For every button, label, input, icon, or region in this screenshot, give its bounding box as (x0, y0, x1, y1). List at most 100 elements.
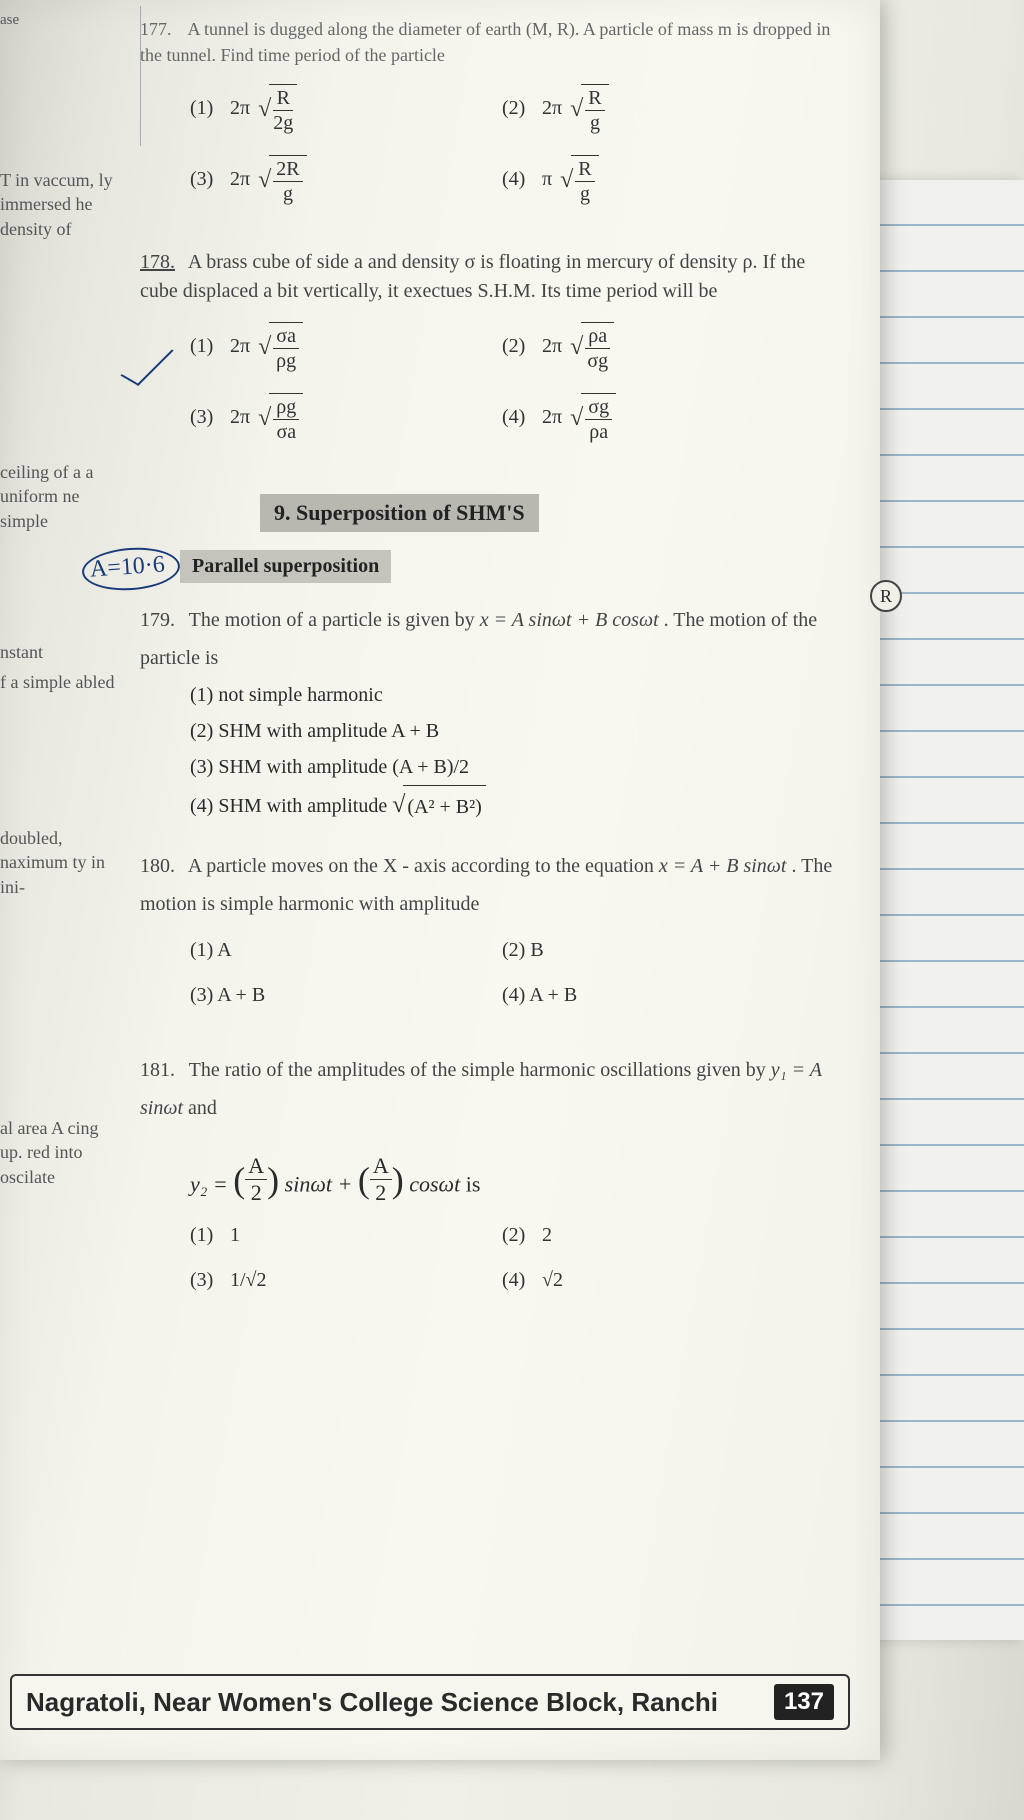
question-text: A particle moves on the X - axis accordi… (188, 855, 659, 877)
question-text: A brass cube of side a and density σ is … (140, 251, 805, 302)
option-1: (1) 2π √R2g (190, 84, 502, 133)
fraction-num: ρa (585, 326, 610, 349)
question-180: 180. A particle moves on the X - axis ac… (140, 847, 840, 1029)
fraction-num: R (273, 88, 293, 111)
question-178: 178. A brass cube of side a and density … (140, 248, 840, 464)
option-4: (4) A + B (502, 984, 814, 1007)
fraction-den: g (273, 182, 302, 204)
equation-mid: sinωt + (285, 1172, 358, 1197)
question-text: is (466, 1172, 481, 1197)
option-value: 1/√2 (230, 1269, 267, 1292)
options-row: (1) 2π √σaρg (2) 2π √ρaσg (3) 2π √ρgσa (… (190, 322, 840, 464)
option-number: (4) (502, 1269, 534, 1292)
subsection-heading: Parallel superposition (180, 550, 391, 583)
option-3: (3) 1/√2 (190, 1269, 502, 1292)
option-prefix: 2π (542, 406, 562, 429)
fraction-num: σg (585, 397, 612, 420)
fraction-num: A (370, 1155, 392, 1180)
question-text: A tunnel is dugged along the diameter of… (140, 19, 830, 65)
fraction-den: g (585, 111, 604, 133)
option-2: (2) 2π √Rg (502, 84, 814, 133)
main-content: 177. A tunnel is dugged along the diamet… (140, 16, 840, 1314)
equation-lhs: y₂ = (190, 1172, 233, 1197)
section-heading: 9. Superposition of SHM'S (260, 494, 539, 532)
option-2: (2) SHM with amplitude A + B (190, 713, 840, 749)
question-number: 181. (140, 1051, 184, 1089)
question-text: and (188, 1097, 217, 1119)
prev-page-fragment: al area A cing up. red into oscilate (0, 1116, 120, 1189)
option-number: (2) (502, 97, 534, 120)
option-4: (4) SHM with amplitude √(A² + B²) (190, 785, 840, 825)
prev-page-fragment: nstant (0, 640, 120, 664)
option-1: (1) 1 (190, 1224, 502, 1247)
question-number: 177. (140, 16, 184, 42)
option-1: (1) not simple harmonic (190, 677, 840, 713)
fraction-num: 2R (273, 159, 302, 182)
fraction-den: ρg (273, 349, 299, 371)
options-row: (1) 2π √R2g (2) 2π √Rg (3) 2π √2Rg (4) π (190, 84, 840, 226)
fraction-num: σa (273, 326, 299, 349)
column-divider (140, 6, 141, 146)
option-value: √2 (542, 1269, 563, 1292)
page-number: 137 (774, 1684, 834, 1720)
handwritten-note: A=10·6 (89, 551, 166, 583)
option-3: (3) 2π √ρgσa (190, 393, 502, 442)
circled-label: R (870, 580, 902, 612)
option-value: 1 (230, 1224, 240, 1247)
option-text: (4) SHM with amplitude (190, 795, 392, 817)
equation: x = A + B sinωt (659, 855, 787, 877)
option-2: (2) 2π √ρaσg (502, 322, 814, 371)
option-prefix: 2π (230, 406, 250, 429)
question-181: 181. The ratio of the amplitudes of the … (140, 1051, 840, 1314)
option-number: (2) (502, 1224, 534, 1247)
option-2: (2) 2 (502, 1224, 814, 1247)
fraction-num: R (575, 159, 594, 182)
option-3: (3) SHM with amplitude (A + B)/2 (190, 749, 840, 785)
options-row: (1) A (2) B (3) A + B (4) A + B (190, 939, 840, 1029)
question-number: 178. (140, 248, 184, 277)
prev-page-fragment: ceiling of a a uniform ne simple (0, 460, 120, 533)
option-prefix: 2π (230, 97, 250, 120)
prev-page-fragment: T in vaccum, ly immersed he density of (0, 168, 120, 241)
prev-page-fragment: ase (0, 10, 120, 30)
option-1: (1) A (190, 939, 502, 962)
option-3: (3) 2π √2Rg (190, 155, 502, 204)
option-4: (4) π √Rg (502, 155, 814, 204)
option-number: (2) (502, 335, 534, 358)
option-2: (2) B (502, 939, 814, 962)
option-number: (1) (190, 97, 222, 120)
option-prefix: 2π (230, 168, 250, 191)
fraction-den: 2g (273, 111, 293, 133)
option-number: (3) (190, 406, 222, 429)
question-text: The ratio of the amplitudes of the simpl… (189, 1059, 771, 1081)
option-3: (3) A + B (190, 984, 502, 1007)
question-number: 179. (140, 601, 184, 639)
prev-page-fragment: doubled, naximum ty in ini- (0, 826, 120, 899)
fraction-num: R (585, 88, 604, 111)
equation-end: cosωt (409, 1172, 460, 1197)
option-4: (4) 2π √σgρa (502, 393, 814, 442)
prev-page-fragment: f a simple abled (0, 670, 120, 694)
option-number: (4) (502, 406, 534, 429)
textbook-page: R ase T in vaccum, ly immersed he densit… (0, 0, 880, 1760)
options-row: (1) 1 (2) 2 (3) 1/√2 (4) √2 (190, 1224, 840, 1314)
fraction-den: g (575, 182, 594, 204)
fraction-den: σa (273, 420, 299, 442)
fraction-den: ρa (585, 420, 612, 442)
option-number: (3) (190, 1269, 222, 1292)
option-prefix: 2π (542, 335, 562, 358)
option-number: (1) (190, 335, 222, 358)
option-number: (4) (502, 168, 534, 191)
option-value: 2 (542, 1224, 552, 1247)
sqrt-body: (A² + B²) (403, 785, 485, 825)
option-prefix: 2π (230, 335, 250, 358)
option-4: (4) √2 (502, 1269, 814, 1292)
question-179: 179. The motion of a particle is given b… (140, 601, 840, 825)
option-number: (1) (190, 1224, 222, 1247)
footer-text: Nagratoli, Near Women's College Science … (26, 1687, 718, 1718)
fraction-num: ρg (273, 397, 299, 420)
option-prefix: 2π (542, 97, 562, 120)
fraction-den: σg (585, 349, 610, 371)
fraction-den: 2 (245, 1180, 267, 1204)
option-prefix: π (542, 168, 552, 191)
